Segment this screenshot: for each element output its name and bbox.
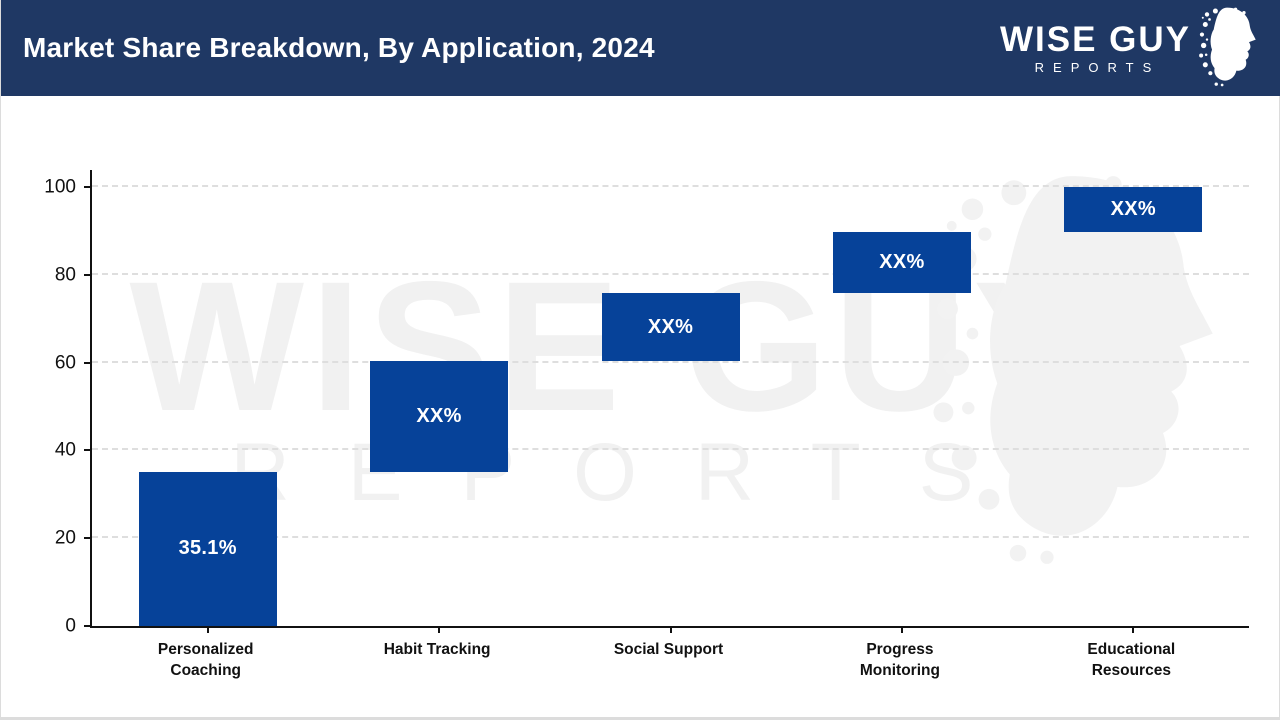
y-tick-mark-40	[84, 449, 92, 452]
y-tick-label-20: 20	[54, 527, 76, 549]
gridline-60	[92, 360, 1249, 363]
x-axis-label-line: Social Support	[613, 641, 724, 658]
bar-value-label: XX%	[879, 251, 925, 274]
bar-value-label: XX%	[1110, 198, 1156, 220]
bar-value-label: 35.1%	[178, 537, 237, 560]
plot-area: 0 20 40 60 80 100 35.1% XX% XX% XX% XX%	[44, 170, 1249, 636]
x-axis-label-habit-tracking: Habit Tracking	[321, 640, 552, 682]
x-axis-label-line: Progress	[866, 641, 934, 658]
header-bar: Market Share Breakdown, By Application, …	[1, 0, 1280, 96]
gridline-100	[92, 185, 1249, 188]
x-axis-labels: Personalized Coaching Habit Tracking Social…	[90, 640, 1247, 682]
x-axis-label-line: Monitoring	[859, 661, 940, 679]
x-tick-mark-personalized-coaching	[206, 626, 209, 633]
y-tick-mark-0	[84, 625, 92, 627]
bar-personalized-coaching: 35.1%	[138, 471, 277, 626]
y-tick-mark-60	[84, 361, 92, 364]
x-axis-label-social-support: Social Support	[553, 640, 784, 682]
logo-text: WISE GUY REPORTS	[1000, 22, 1191, 74]
x-axis-label-line: Habit Tracking	[383, 641, 491, 658]
bar-social-support: XX%	[601, 293, 740, 362]
gridline-20	[92, 536, 1249, 539]
x-axis-label-line: Resources	[1091, 661, 1171, 679]
x-tick-mark-progress-monitoring	[900, 626, 903, 633]
wise-guy-reports-logo: WISE GUY REPORTS	[1000, 6, 1259, 90]
bar-value-label: XX%	[647, 315, 694, 338]
y-tick-label-40: 40	[54, 439, 76, 461]
y-tick-label-100: 100	[44, 176, 76, 198]
x-axis-label-line: Educational	[1087, 641, 1176, 658]
y-tick-label-60: 60	[54, 352, 76, 374]
logo-wordmark: WISE GUY	[999, 20, 1191, 59]
x-axis-label-line: Coaching	[170, 661, 242, 679]
chart-title: Market Share Breakdown, By Application, …	[23, 32, 655, 63]
x-axis-label-line: Personalized	[157, 641, 254, 658]
bar-habit-tracking: XX%	[370, 361, 509, 472]
logo-subtext: REPORTS	[1034, 60, 1161, 75]
bar-progress-monitoring: XX%	[832, 231, 971, 294]
gridline-80	[92, 272, 1249, 275]
bar-educational-resources: XX%	[1064, 187, 1203, 232]
x-tick-mark-educational-resources	[1132, 626, 1135, 633]
y-tick-mark-80	[84, 273, 92, 276]
y-tick-label-0: 0	[65, 615, 76, 637]
y-tick-label-80: 80	[54, 264, 76, 286]
x-tick-mark-social-support	[669, 626, 672, 633]
y-tick-mark-20	[84, 537, 92, 540]
x-axis-label-personalized-coaching: Personalized Coaching	[90, 640, 321, 682]
x-axis-label-educational-resources: Educational Resources	[1016, 640, 1247, 682]
dotted-head-profile-icon	[1199, 7, 1256, 87]
x-tick-mark-habit-tracking	[438, 626, 441, 633]
bottom-border	[1, 717, 1280, 720]
x-axis-label-progress-monitoring: Progress Monitoring	[784, 640, 1015, 682]
bar-value-label: XX%	[416, 405, 462, 428]
y-tick-mark-100	[84, 186, 92, 189]
gridline-40	[92, 448, 1249, 451]
